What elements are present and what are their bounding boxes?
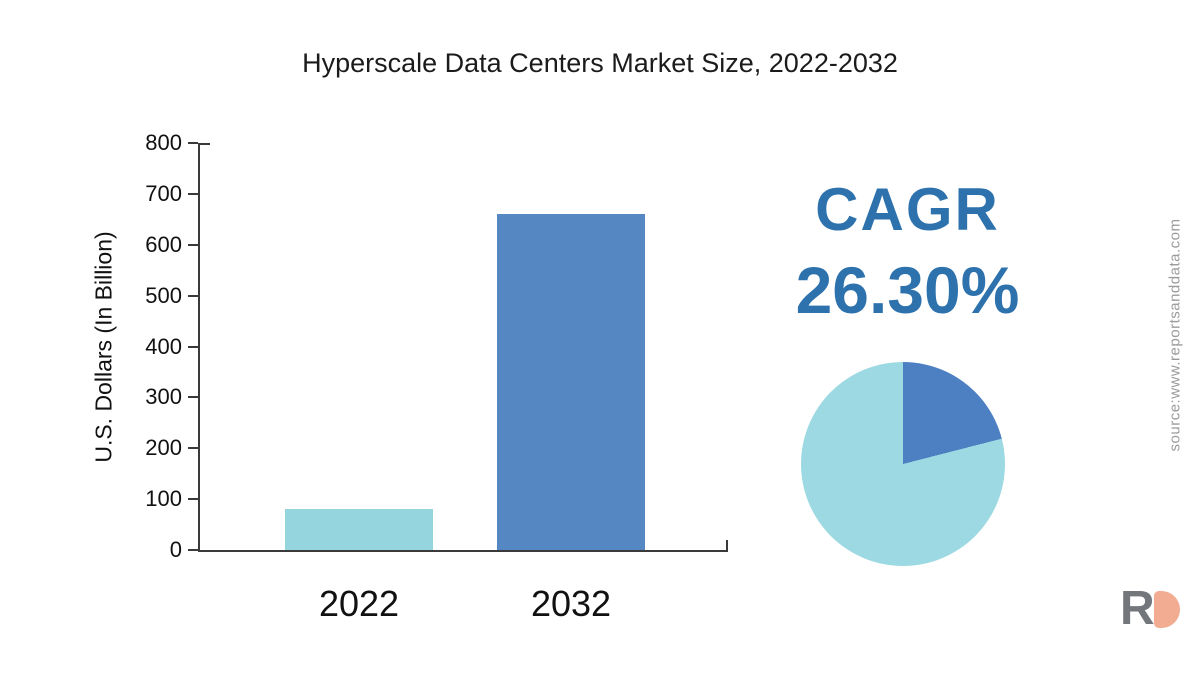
y-tick-label: 100 [145,486,182,512]
x-axis-labels: 2022 2032 [198,583,726,628]
y-tick-label: 600 [145,231,182,257]
y-axis-label: U.S. Dollars (In Billion) [90,231,117,463]
y-tick-label: 200 [145,435,182,461]
y-tick-label: 800 [145,130,182,155]
y-tick-mark [188,345,198,348]
y-tick-label: 300 [145,384,182,410]
y-tick-mark [188,498,198,501]
y-tick-mark [188,294,198,297]
y-tick-label: 0 [169,537,182,562]
cagr-heading: CAGR [815,176,1000,243]
reports-and-data-logo: R [1120,582,1180,635]
logo-d-shape [1153,590,1180,628]
bar-2022 [285,509,433,550]
chart-title: Hyperscale Data Centers Market Size, 202… [302,48,898,78]
cagr-pie-chart [801,362,1005,566]
y-tick-mark [188,396,198,399]
y-tick-mark [188,447,198,450]
y-axis-top-tick [200,143,210,145]
y-tick-mark [188,243,198,246]
cagr-value: 26.30% [795,253,1020,327]
logo-letter-r: R [1120,582,1155,635]
bar-2032 [497,214,645,550]
y-tick-mark [188,549,198,551]
x-tick-label-2022: 2022 [318,583,400,624]
y-tick-mark [188,192,198,195]
bar-chart-plot: 0 100 200 300 400 500 600 700 800 [145,132,728,561]
y-tick-label: 500 [145,282,182,308]
y-tick-label: 400 [145,333,182,359]
y-tick-label: 700 [145,180,182,206]
y-tick-mark [188,142,198,144]
x-tick-label-2032: 2032 [530,583,612,624]
source-attribution: source:www.reportsanddata.com [1166,218,1184,452]
x-axis-end-tick [726,540,728,550]
